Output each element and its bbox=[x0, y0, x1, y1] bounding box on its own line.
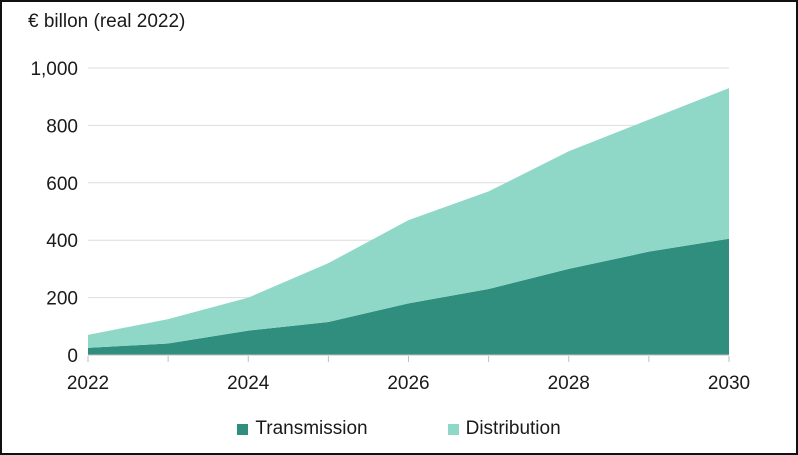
x-tick-label: 2024 bbox=[227, 373, 270, 394]
legend-item-transmission: Transmission bbox=[237, 418, 368, 440]
y-tick-label: 600 bbox=[46, 174, 78, 195]
area-distribution bbox=[88, 88, 729, 348]
chart-title: € billon (real 2022) bbox=[28, 11, 186, 32]
x-tick-label: 2026 bbox=[387, 373, 429, 394]
y-tick-label: 0 bbox=[67, 346, 78, 367]
y-tick-label: 400 bbox=[46, 231, 78, 252]
legend-label-distribution: Distribution bbox=[465, 418, 561, 439]
legend-swatch-distribution bbox=[447, 423, 459, 435]
x-tick-label: 2022 bbox=[67, 373, 109, 394]
area-transmission bbox=[88, 238, 729, 355]
y-tick-label: 1,000 bbox=[30, 59, 78, 80]
x-tick-label: 2028 bbox=[548, 373, 590, 394]
legend-label-transmission: Transmission bbox=[255, 418, 368, 439]
y-tick-label: 800 bbox=[46, 116, 78, 137]
legend: Transmission Distribution bbox=[2, 418, 796, 440]
y-tick-label: 200 bbox=[46, 289, 78, 310]
legend-item-distribution: Distribution bbox=[447, 418, 561, 440]
x-tick-label: 2030 bbox=[708, 373, 750, 394]
legend-swatch-transmission bbox=[237, 423, 249, 435]
